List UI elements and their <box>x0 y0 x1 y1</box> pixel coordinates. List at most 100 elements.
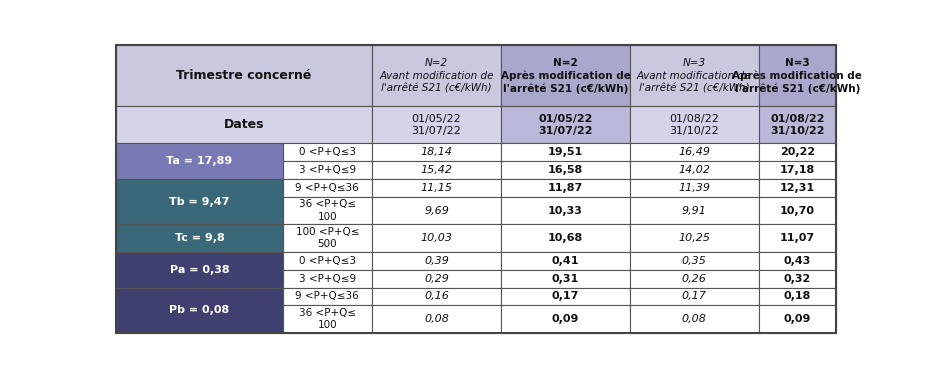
Text: 0,09: 0,09 <box>551 314 579 324</box>
Bar <box>371 306 501 333</box>
Bar <box>758 161 835 179</box>
Bar <box>371 224 501 252</box>
Text: 0,18: 0,18 <box>783 291 810 301</box>
Bar <box>629 224 758 252</box>
Bar <box>629 306 758 333</box>
Text: 0,26: 0,26 <box>681 274 706 283</box>
Text: 0,16: 0,16 <box>424 291 448 301</box>
Text: 0,41: 0,41 <box>551 256 579 266</box>
Text: 0,31: 0,31 <box>551 274 579 283</box>
Bar <box>501 161 629 179</box>
Text: 01/08/22
31/10/22: 01/08/22 31/10/22 <box>769 114 824 136</box>
Text: 18,14: 18,14 <box>420 147 452 157</box>
Bar <box>758 270 835 288</box>
Text: 01/05/22
31/07/22: 01/05/22 31/07/22 <box>411 114 461 136</box>
Text: 36 <P+Q≤
100: 36 <P+Q≤ 100 <box>299 199 355 222</box>
Bar <box>501 270 629 288</box>
Bar <box>282 197 371 224</box>
Bar <box>629 252 758 270</box>
Text: 0,17: 0,17 <box>551 291 579 301</box>
Bar <box>758 144 835 161</box>
Bar <box>758 252 835 270</box>
Text: 0,35: 0,35 <box>681 256 706 266</box>
Bar <box>116 252 282 288</box>
Bar <box>501 197 629 224</box>
Bar <box>501 45 629 107</box>
Bar <box>371 144 501 161</box>
Bar <box>501 179 629 197</box>
Text: 20,22: 20,22 <box>779 147 814 157</box>
Text: 17,18: 17,18 <box>779 165 814 175</box>
Text: 01/05/22
31/07/22: 01/05/22 31/07/22 <box>538 114 592 136</box>
Bar <box>629 288 758 306</box>
Bar <box>758 288 835 306</box>
Bar <box>371 252 501 270</box>
Text: 0,08: 0,08 <box>424 314 448 324</box>
Bar <box>116 45 371 107</box>
Text: 14,02: 14,02 <box>677 165 710 175</box>
Text: 0,32: 0,32 <box>783 274 810 283</box>
Bar <box>116 288 282 333</box>
Text: 9,91: 9,91 <box>681 206 706 216</box>
Bar <box>629 107 758 144</box>
Text: 0,08: 0,08 <box>681 314 706 324</box>
Bar <box>371 270 501 288</box>
Text: 10,03: 10,03 <box>420 233 452 243</box>
Bar <box>629 197 758 224</box>
Bar <box>629 270 758 288</box>
Bar <box>629 144 758 161</box>
Text: 19,51: 19,51 <box>548 147 583 157</box>
Text: 0 <P+Q≤3: 0 <P+Q≤3 <box>299 147 355 157</box>
Bar <box>758 197 835 224</box>
Bar <box>371 288 501 306</box>
Bar <box>501 224 629 252</box>
Bar <box>501 252 629 270</box>
Text: 01/08/22
31/10/22: 01/08/22 31/10/22 <box>668 114 718 136</box>
Bar <box>629 161 758 179</box>
Bar <box>758 45 835 107</box>
Text: Ta = 17,89: Ta = 17,89 <box>166 156 232 166</box>
Text: 0,09: 0,09 <box>783 314 810 324</box>
Bar <box>501 144 629 161</box>
Text: 11,39: 11,39 <box>677 183 710 193</box>
Text: Pb = 0,08: Pb = 0,08 <box>169 305 229 315</box>
Bar <box>282 270 371 288</box>
Text: 10,68: 10,68 <box>548 233 583 243</box>
Text: Pa = 0,38: Pa = 0,38 <box>170 265 229 275</box>
Bar <box>282 306 371 333</box>
Text: 15,42: 15,42 <box>420 165 452 175</box>
Bar <box>758 179 835 197</box>
Text: 10,25: 10,25 <box>677 233 710 243</box>
Bar <box>758 306 835 333</box>
Text: 0 <P+Q≤3: 0 <P+Q≤3 <box>299 256 355 266</box>
Bar <box>371 197 501 224</box>
Text: 0,43: 0,43 <box>783 256 810 266</box>
Text: Dates: Dates <box>224 119 264 131</box>
Text: N=3
Après modification de
l'arrêté S21 (c€/kWh): N=3 Après modification de l'arrêté S21 (… <box>731 58 861 94</box>
Bar <box>282 224 371 252</box>
Text: Trimestre concerné: Trimestre concerné <box>176 69 312 82</box>
Text: 11,07: 11,07 <box>779 233 814 243</box>
Text: 3 <P+Q≤9: 3 <P+Q≤9 <box>299 165 355 175</box>
Text: 10,70: 10,70 <box>779 206 814 216</box>
Bar <box>501 107 629 144</box>
Text: 9 <P+Q≤36: 9 <P+Q≤36 <box>295 291 359 301</box>
Bar <box>282 252 371 270</box>
Text: 0,29: 0,29 <box>424 274 448 283</box>
Text: 10,33: 10,33 <box>548 206 583 216</box>
Text: 9 <P+Q≤36: 9 <P+Q≤36 <box>295 183 359 193</box>
Text: 9,69: 9,69 <box>424 206 448 216</box>
Text: N=2
Avant modification de
l'arrêté S21 (c€/kWh): N=2 Avant modification de l'arrêté S21 (… <box>379 58 494 93</box>
Text: 100 <P+Q≤
500: 100 <P+Q≤ 500 <box>295 227 359 249</box>
Bar <box>371 45 501 107</box>
Bar <box>501 306 629 333</box>
Bar <box>758 107 835 144</box>
Bar <box>282 144 371 161</box>
Bar <box>629 179 758 197</box>
Bar <box>116 224 282 252</box>
Bar <box>116 144 282 179</box>
Text: N=3
Avant modification de
l'arrêté S21 (c€/kWh): N=3 Avant modification de l'arrêté S21 (… <box>637 58 751 93</box>
Bar <box>758 224 835 252</box>
Bar <box>282 179 371 197</box>
Text: 11,15: 11,15 <box>420 183 452 193</box>
